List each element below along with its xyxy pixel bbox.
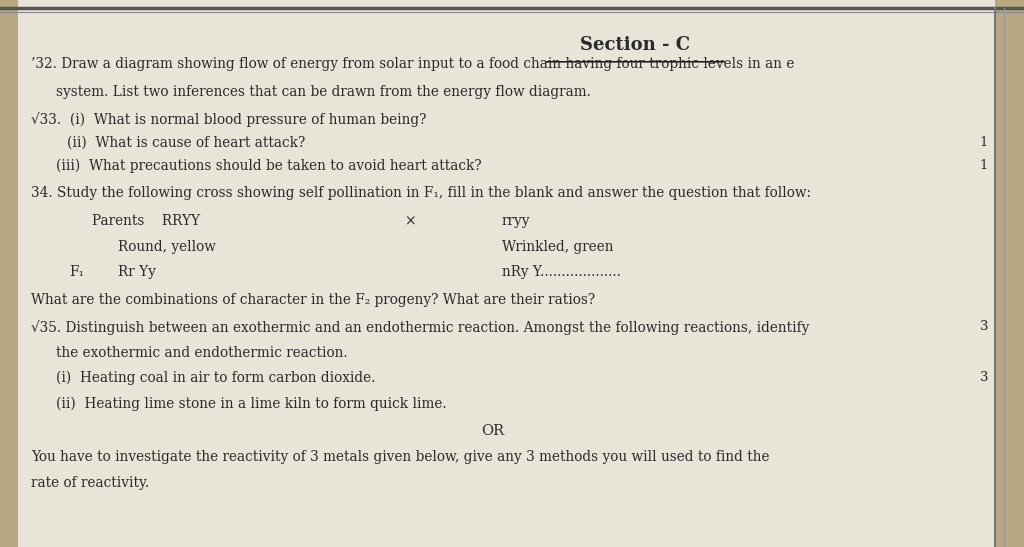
Text: (ii)  Heating lime stone in a lime kiln to form quick lime.: (ii) Heating lime stone in a lime kiln t…: [56, 397, 446, 411]
Text: Wrinkled, green: Wrinkled, green: [502, 240, 613, 254]
Text: Rr Yy: Rr Yy: [118, 265, 156, 280]
Text: system. List two inferences that can be drawn from the energy flow diagram.: system. List two inferences that can be …: [56, 85, 591, 99]
Text: rryy: rryy: [502, 214, 530, 229]
Text: (iii)  What precautions should be taken to avoid heart attack?: (iii) What precautions should be taken t…: [56, 159, 482, 173]
Text: 3: 3: [980, 371, 988, 384]
Text: What are the combinations of character in the F₂ progeny? What are their ratios?: What are the combinations of character i…: [31, 293, 595, 307]
Text: (i)  Heating coal in air to form carbon dioxide.: (i) Heating coal in air to form carbon d…: [56, 371, 376, 385]
Text: F₁: F₁: [70, 265, 85, 280]
Text: nRy Y...................: nRy Y...................: [502, 265, 621, 280]
Text: ×: ×: [404, 214, 416, 229]
Text: 34. Study the following cross showing self pollination in F₁, fill in the blank : 34. Study the following cross showing se…: [31, 186, 811, 200]
Text: 1: 1: [980, 159, 988, 172]
Text: 3: 3: [980, 320, 988, 333]
Text: Round, yellow: Round, yellow: [118, 240, 216, 254]
Text: rate of reactivity.: rate of reactivity.: [31, 476, 148, 490]
Text: Parents    RRYY: Parents RRYY: [92, 214, 200, 229]
Text: Section - C: Section - C: [580, 36, 690, 54]
Text: the exothermic and endothermic reaction.: the exothermic and endothermic reaction.: [56, 346, 348, 360]
Text: 1: 1: [980, 136, 988, 149]
Text: √35. Distinguish between an exothermic and an endothermic reaction. Amongst the : √35. Distinguish between an exothermic a…: [31, 320, 809, 335]
Text: You have to investigate the reactivity of 3 metals given below, give any 3 metho: You have to investigate the reactivity o…: [31, 450, 769, 464]
Text: √33.  (i)  What is normal blood pressure of human being?: √33. (i) What is normal blood pressure o…: [31, 112, 426, 127]
Text: OR: OR: [481, 424, 504, 438]
Text: ’32. Draw a diagram showing flow of energy from solar input to a food chain havi: ’32. Draw a diagram showing flow of ener…: [31, 57, 794, 72]
Text: (ii)  What is cause of heart attack?: (ii) What is cause of heart attack?: [67, 136, 305, 150]
